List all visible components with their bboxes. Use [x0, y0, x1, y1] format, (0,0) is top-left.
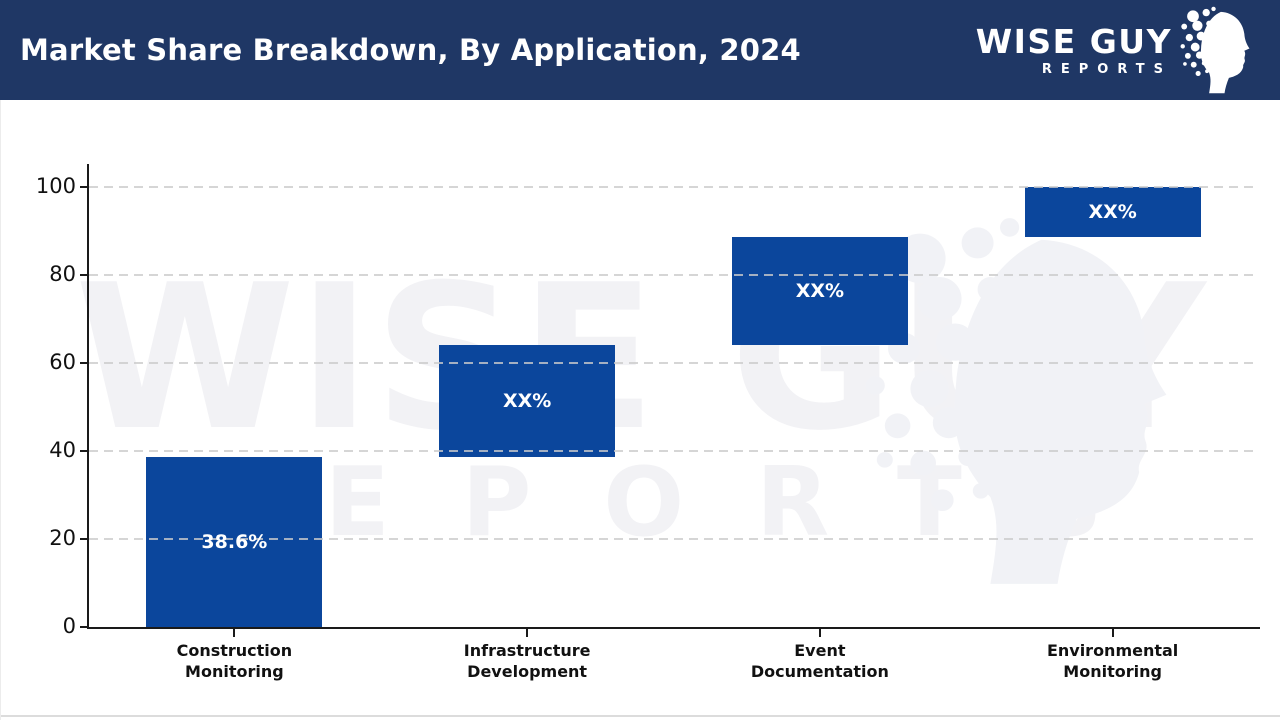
y-tick-label: 0 — [62, 614, 76, 638]
y-tick-mark — [80, 538, 88, 540]
category-label-line: Event — [794, 641, 846, 660]
y-tick-label: 100 — [35, 174, 76, 198]
category-label-line: Documentation — [750, 662, 889, 681]
bar-segment — [731, 237, 908, 346]
x-tick-mark — [526, 629, 529, 637]
brand-face-icon — [1180, 6, 1250, 94]
y-tick-mark — [80, 362, 88, 364]
y-tick-mark — [80, 626, 88, 628]
brand-logo: WISE GUY REPORTS — [976, 6, 1252, 94]
y-tick-mark — [80, 186, 88, 188]
gridline — [89, 450, 1259, 452]
y-tick-label: 80 — [49, 262, 76, 286]
brand-subname: REPORTS — [1041, 61, 1172, 77]
bar-segment — [1024, 187, 1201, 238]
category-label-line: Environmental — [1046, 641, 1179, 660]
bar-value-label: XX% — [1088, 201, 1137, 224]
chart-area: WISE GUY REPORTS 0 20 40 60 80 100 38.6% Constr… — [0, 100, 1280, 720]
category-label-line: Monitoring — [1063, 662, 1162, 681]
page-title: Market Share Breakdown, By Application, … — [20, 33, 801, 67]
category-label: Infrastructure Development — [407, 640, 647, 682]
category-label-line: Infrastructure — [463, 641, 591, 660]
gridline — [89, 538, 1259, 540]
category-label-line: Monitoring — [185, 662, 284, 681]
y-tick-label: 60 — [49, 350, 76, 374]
y-tick-mark — [80, 450, 88, 452]
brand-wordmark: WISE GUY REPORTS — [976, 25, 1172, 76]
category-label: Environmental Monitoring — [993, 640, 1233, 682]
y-tick-label: 40 — [49, 438, 76, 462]
bar-value-label: 38.6% — [201, 531, 268, 554]
gridline — [89, 362, 1259, 364]
category-label: Construction Monitoring — [114, 640, 354, 682]
brand-name: WISE GUY — [975, 21, 1172, 61]
gridline — [89, 274, 1259, 276]
bar-segment — [439, 345, 616, 458]
header-bar: Market Share Breakdown, By Application, … — [0, 0, 1280, 100]
bar-value-label: XX% — [502, 390, 552, 413]
x-tick-mark — [1111, 629, 1114, 637]
y-tick-label: 20 — [49, 526, 76, 550]
bar-value-label: XX% — [795, 280, 845, 303]
bottom-divider — [1, 715, 1280, 717]
x-tick-mark — [233, 629, 236, 637]
x-tick-mark — [818, 629, 821, 637]
x-axis-line — [87, 627, 1260, 629]
gridline — [89, 186, 1259, 188]
category-label-line: Construction — [176, 641, 293, 660]
category-label-line: Development — [467, 662, 588, 681]
y-axis-line — [87, 164, 89, 629]
bar-segment — [146, 457, 323, 627]
y-tick-mark — [80, 274, 88, 276]
category-label: Event Documentation — [700, 640, 940, 682]
